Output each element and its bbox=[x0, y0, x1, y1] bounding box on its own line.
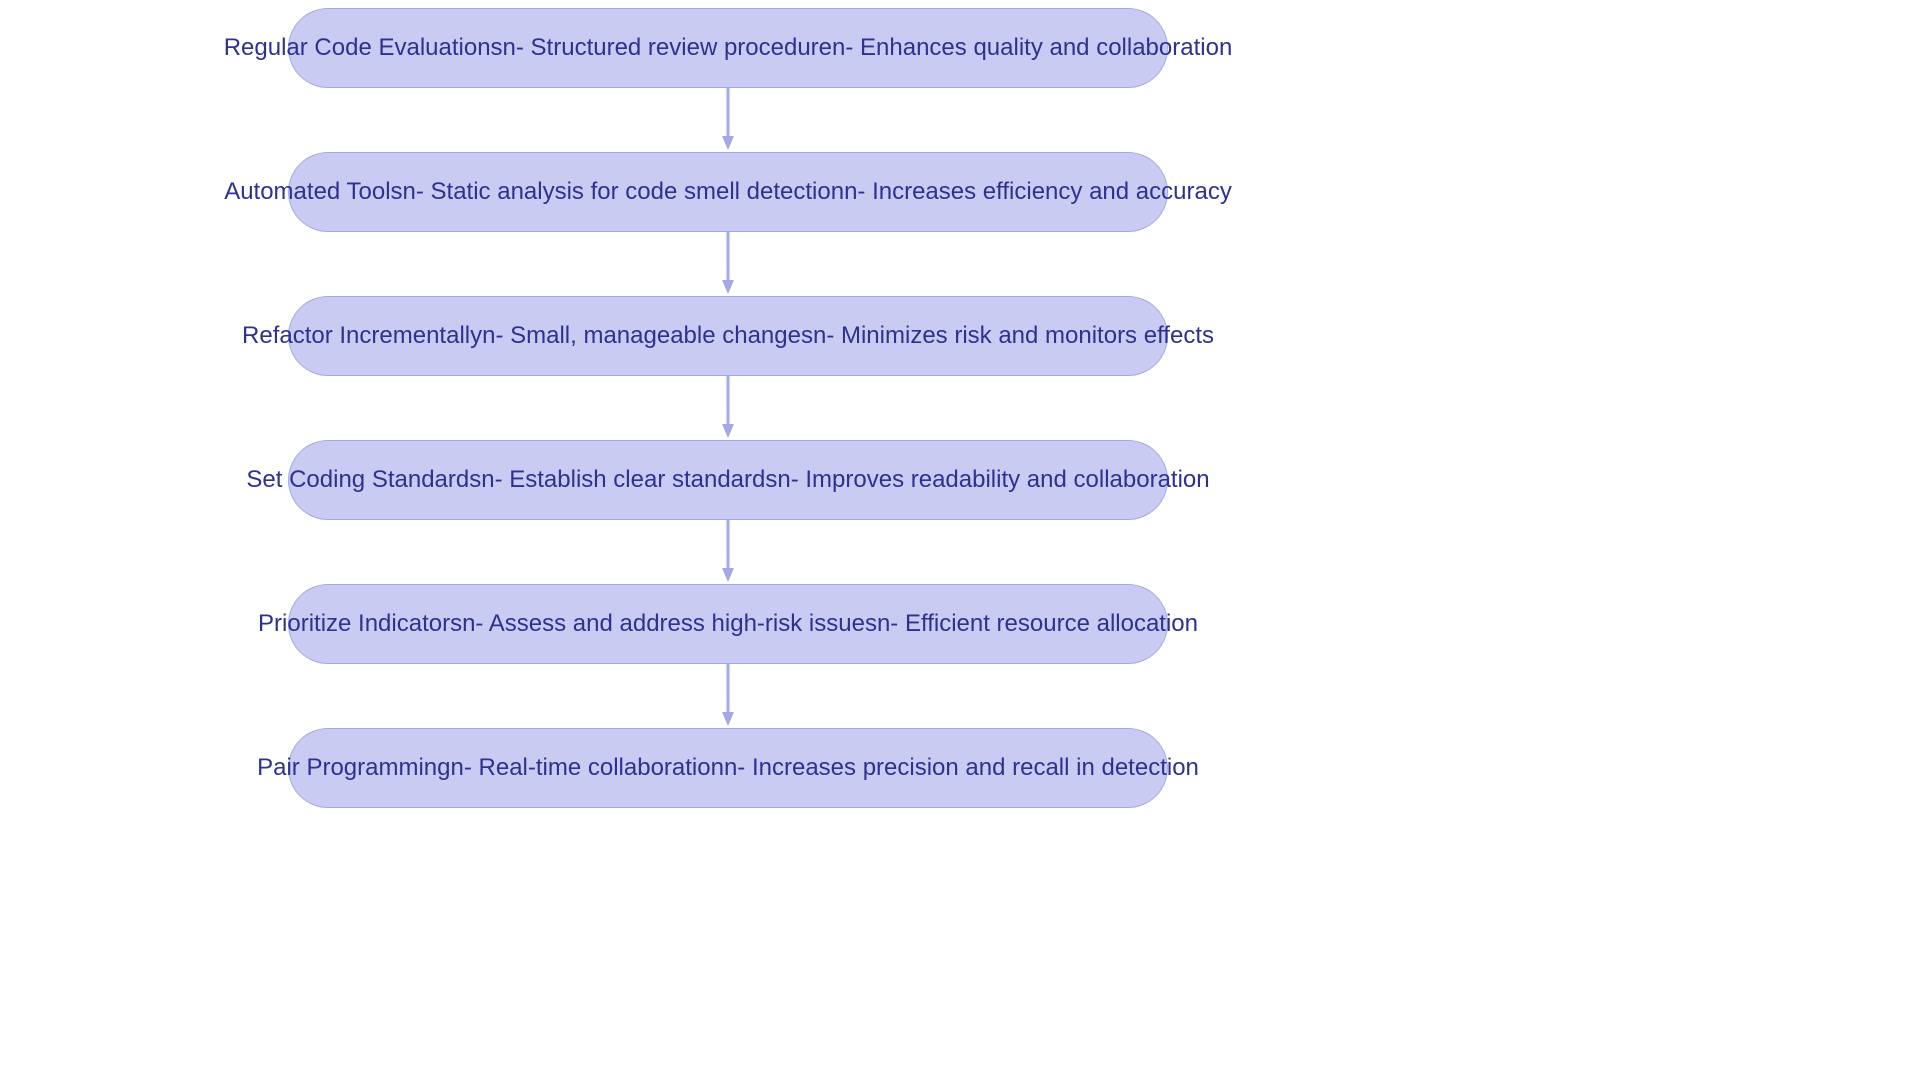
flowchart-arrow bbox=[720, 520, 736, 584]
flowchart-node: Refactor Incrementallyn- Small, manageab… bbox=[288, 296, 1168, 376]
node-label: Set Coding Standardsn- Establish clear s… bbox=[246, 466, 1209, 494]
flowchart-arrow bbox=[720, 664, 736, 728]
flowchart-node: Automated Toolsn- Static analysis for co… bbox=[288, 152, 1168, 232]
flowchart-container: Regular Code Evaluationsn- Structured re… bbox=[0, 0, 1920, 1083]
node-label: Refactor Incrementallyn- Small, manageab… bbox=[242, 322, 1214, 350]
node-label: Automated Toolsn- Static analysis for co… bbox=[224, 178, 1232, 206]
flowchart-node: Prioritize Indicatorsn- Assess and addre… bbox=[288, 584, 1168, 664]
flowchart-arrow bbox=[720, 232, 736, 296]
flowchart-node: Regular Code Evaluationsn- Structured re… bbox=[288, 8, 1168, 88]
flowchart-node: Set Coding Standardsn- Establish clear s… bbox=[288, 440, 1168, 520]
flowchart-arrow bbox=[720, 376, 736, 440]
node-label: Prioritize Indicatorsn- Assess and addre… bbox=[258, 610, 1198, 638]
node-label: Regular Code Evaluationsn- Structured re… bbox=[224, 34, 1233, 62]
node-label: Pair Programmingn- Real-time collaborati… bbox=[257, 754, 1199, 782]
flowchart-arrow bbox=[720, 88, 736, 152]
flowchart-node: Pair Programmingn- Real-time collaborati… bbox=[288, 728, 1168, 808]
